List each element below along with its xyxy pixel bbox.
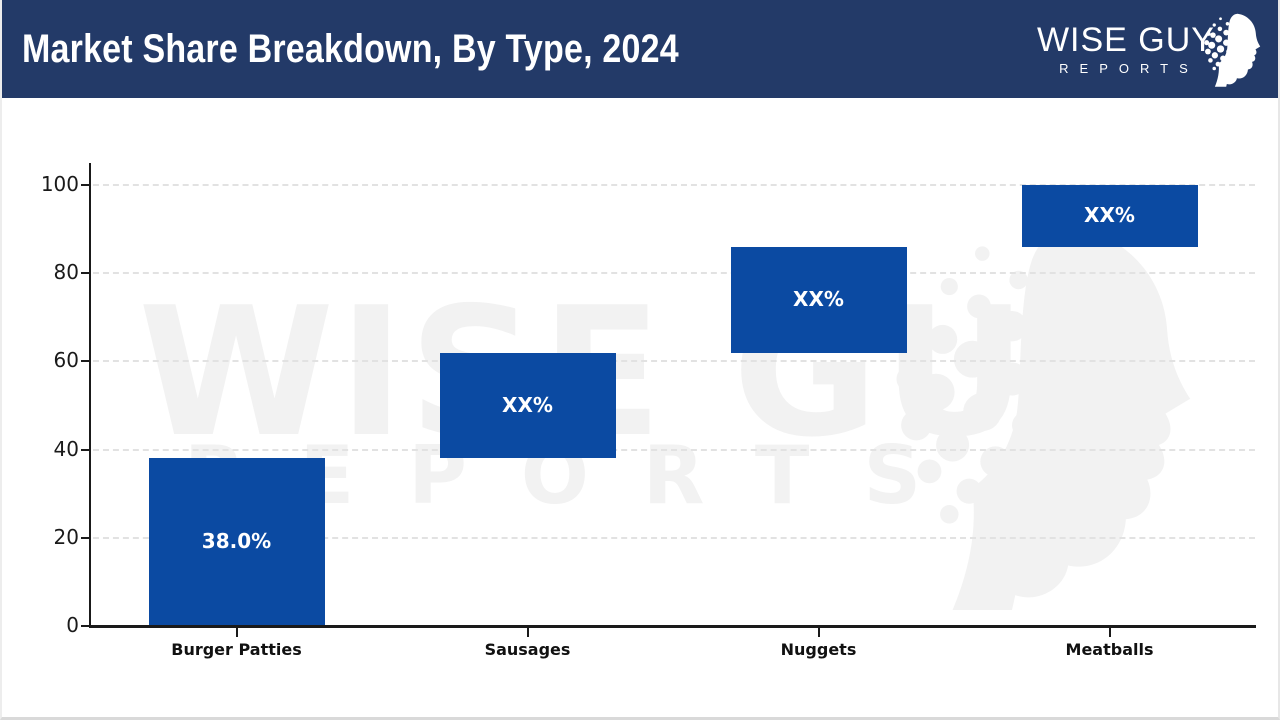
wise-guy-logo: WISE GUY REPORTS	[1037, 11, 1264, 87]
x-tick-mark	[817, 628, 820, 637]
x-tick-label: Meatballs	[1065, 640, 1154, 659]
logo-head-icon	[1204, 13, 1261, 87]
x-tick-mark	[526, 628, 529, 637]
y-tick-mark	[81, 184, 91, 187]
y-axis-line	[89, 163, 91, 628]
bar-value-label: XX%	[1084, 202, 1135, 227]
y-tick-label: 40	[53, 436, 79, 461]
y-tick-mark	[81, 360, 91, 363]
bar-value-label: 38.0%	[201, 529, 272, 554]
logo-wordmark: WISE GUY	[1036, 20, 1215, 59]
gridline	[93, 184, 1255, 187]
y-tick-mark	[81, 448, 91, 451]
x-tick-mark	[235, 628, 238, 637]
bar-value-label: XX%	[502, 392, 553, 417]
bar-nuggets	[730, 246, 907, 353]
report-header: Market Share Breakdown, By Type, 2024 WI…	[2, 0, 1278, 98]
bar-sausages	[439, 352, 616, 459]
x-tick-label: Sausages	[484, 640, 571, 659]
y-tick-mark	[81, 272, 91, 275]
chart-area: WISE GUY REPORTS 0 20 40 60 80 100 38.0% Burger…	[2, 98, 1278, 717]
report-title: Market Share Breakdown, By Type, 2024	[22, 25, 679, 71]
y-tick-label: 80	[53, 260, 79, 285]
gridline	[93, 448, 1255, 451]
x-tick-label: Nuggets	[780, 640, 857, 659]
y-tick-mark	[81, 625, 91, 627]
bar-value-label: XX%	[793, 286, 844, 311]
y-tick-label: 20	[53, 524, 79, 549]
gridline	[93, 360, 1255, 363]
y-tick-label: 60	[53, 348, 79, 373]
y-tick-mark	[81, 536, 91, 539]
y-tick-label: 0	[66, 613, 79, 637]
x-tick-label: Burger Patties	[171, 640, 302, 659]
gridline	[93, 536, 1255, 539]
logo-text: WISE GUY REPORTS	[1037, 23, 1215, 76]
x-tick-mark	[1108, 628, 1111, 637]
y-tick-label: 100	[40, 172, 79, 197]
logo-subtitle: REPORTS	[1059, 60, 1199, 76]
waterfall-chart: 0 20 40 60 80 100 38.0% Burger Patties XX% Sausag…	[2, 98, 1278, 717]
gridline	[93, 272, 1255, 275]
x-axis-line	[89, 625, 1256, 628]
bar-burger-patties	[148, 458, 325, 626]
